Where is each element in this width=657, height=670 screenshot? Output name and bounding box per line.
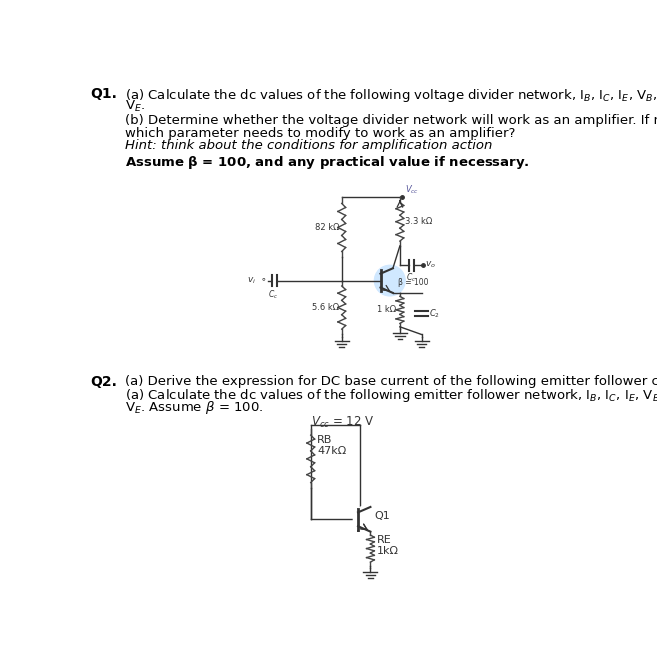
Text: $C_c$: $C_c$ (269, 288, 279, 301)
Text: Q1.: Q1. (90, 86, 117, 100)
Text: (a) Calculate the dc values of the following emitter follower network, I$_B$, I$: (a) Calculate the dc values of the follo… (125, 387, 657, 404)
Text: 5.6 kΩ: 5.6 kΩ (312, 303, 340, 312)
Text: $C_2$: $C_2$ (429, 308, 440, 320)
Text: Assume $\mathbf{\beta}$ = 100, and any practical value if necessary.: Assume $\mathbf{\beta}$ = 100, and any p… (125, 154, 530, 172)
Text: β = 100: β = 100 (397, 279, 428, 287)
Text: (a) Calculate the dc values of the following voltage divider network, I$_B$, I$_: (a) Calculate the dc values of the follo… (125, 86, 657, 104)
Text: 1kΩ: 1kΩ (376, 546, 399, 556)
Text: $v_o$: $v_o$ (424, 260, 436, 271)
Text: RB: RB (317, 436, 332, 446)
Text: 3.3 kΩ: 3.3 kΩ (405, 217, 432, 226)
Text: $V_{cc}$: $V_{cc}$ (405, 184, 419, 196)
Text: $v_i$  $\circ$: $v_i$ $\circ$ (246, 275, 266, 286)
Text: 82 kΩ: 82 kΩ (315, 223, 339, 232)
Text: V$_E$. Assume $\beta$ = 100.: V$_E$. Assume $\beta$ = 100. (125, 399, 263, 416)
Text: Hint: think about the conditions for amplification action: Hint: think about the conditions for amp… (125, 139, 492, 152)
Text: $C_c$: $C_c$ (407, 271, 417, 284)
Text: (b) Determine whether the voltage divider network will work as an amplifier. If : (b) Determine whether the voltage divide… (125, 115, 657, 127)
Circle shape (353, 505, 381, 533)
Text: $V_{cc}$ = 12 V: $V_{cc}$ = 12 V (311, 415, 374, 429)
Text: (a) Derive the expression for DC base current of the following emitter follower : (a) Derive the expression for DC base cu… (125, 375, 657, 387)
Text: V$_E$.: V$_E$. (125, 99, 145, 114)
Circle shape (374, 265, 405, 296)
Text: Q2.: Q2. (90, 375, 117, 389)
Text: Q1: Q1 (374, 511, 390, 521)
Text: which parameter needs to modify to work as an amplifier?: which parameter needs to modify to work … (125, 127, 515, 139)
Text: 1 kΩ: 1 kΩ (376, 306, 396, 314)
Text: 47kΩ: 47kΩ (317, 446, 346, 456)
Text: RE: RE (376, 535, 392, 545)
